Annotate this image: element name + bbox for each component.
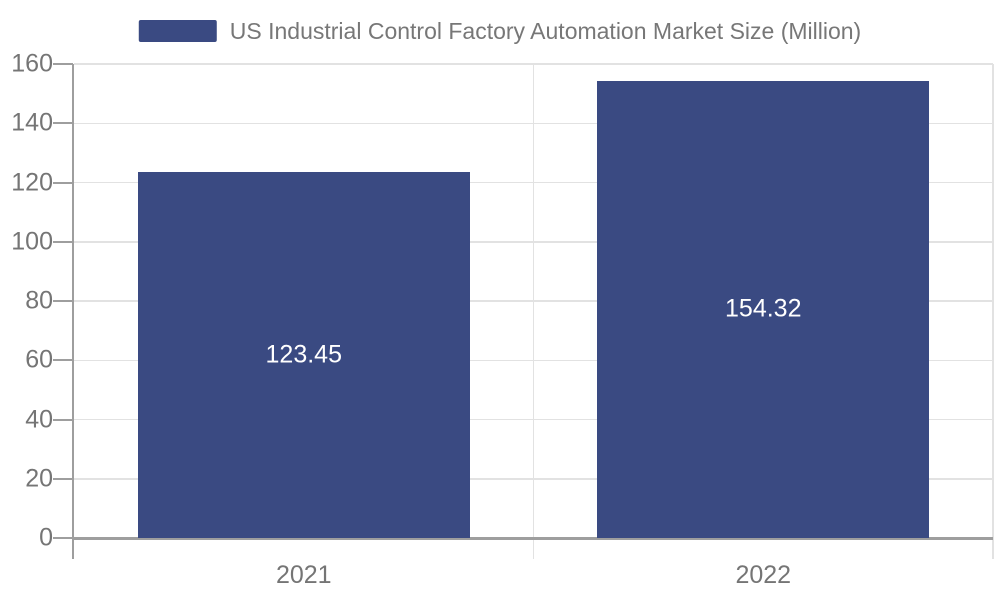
y-axis-tick xyxy=(53,418,73,421)
gridline-vertical xyxy=(992,64,994,559)
y-axis-tick xyxy=(53,477,73,480)
y-axis-tick xyxy=(53,122,73,125)
y-tick-label: 60 xyxy=(25,345,53,374)
bar-2022[interactable] xyxy=(597,80,930,538)
x-tick-label-2022: 2022 xyxy=(735,561,792,589)
x-tick-label-2021: 2021 xyxy=(275,561,332,589)
bar-2021[interactable] xyxy=(137,172,470,538)
legend[interactable]: US Industrial Control Factory Automation… xyxy=(138,15,862,47)
y-axis-tick xyxy=(53,359,73,362)
y-axis-tick xyxy=(53,240,73,243)
y-tick-label: 120 xyxy=(11,168,53,196)
y-tick-label: 140 xyxy=(11,108,53,137)
y-tick-label: 20 xyxy=(25,464,53,493)
y-tick-label: 80 xyxy=(25,286,53,315)
y-axis-line xyxy=(72,64,74,559)
y-axis-tick xyxy=(53,537,73,539)
y-axis-tick xyxy=(53,181,73,184)
legend-swatch xyxy=(138,20,217,42)
y-axis-tick xyxy=(53,300,73,302)
bar-value-label-2021: 123.45 xyxy=(265,340,342,369)
bar-value-label-2022: 154.32 xyxy=(725,294,802,323)
y-axis-tick xyxy=(53,63,73,65)
gridline-vertical xyxy=(532,64,535,559)
y-tick-label: 40 xyxy=(25,405,53,433)
y-tick-label: 0 xyxy=(39,523,53,552)
x-axis-line xyxy=(72,537,993,540)
y-tick-label: 160 xyxy=(11,49,53,78)
legend-label: US Industrial Control Factory Automation… xyxy=(229,18,862,44)
y-tick-label: 100 xyxy=(11,227,53,256)
